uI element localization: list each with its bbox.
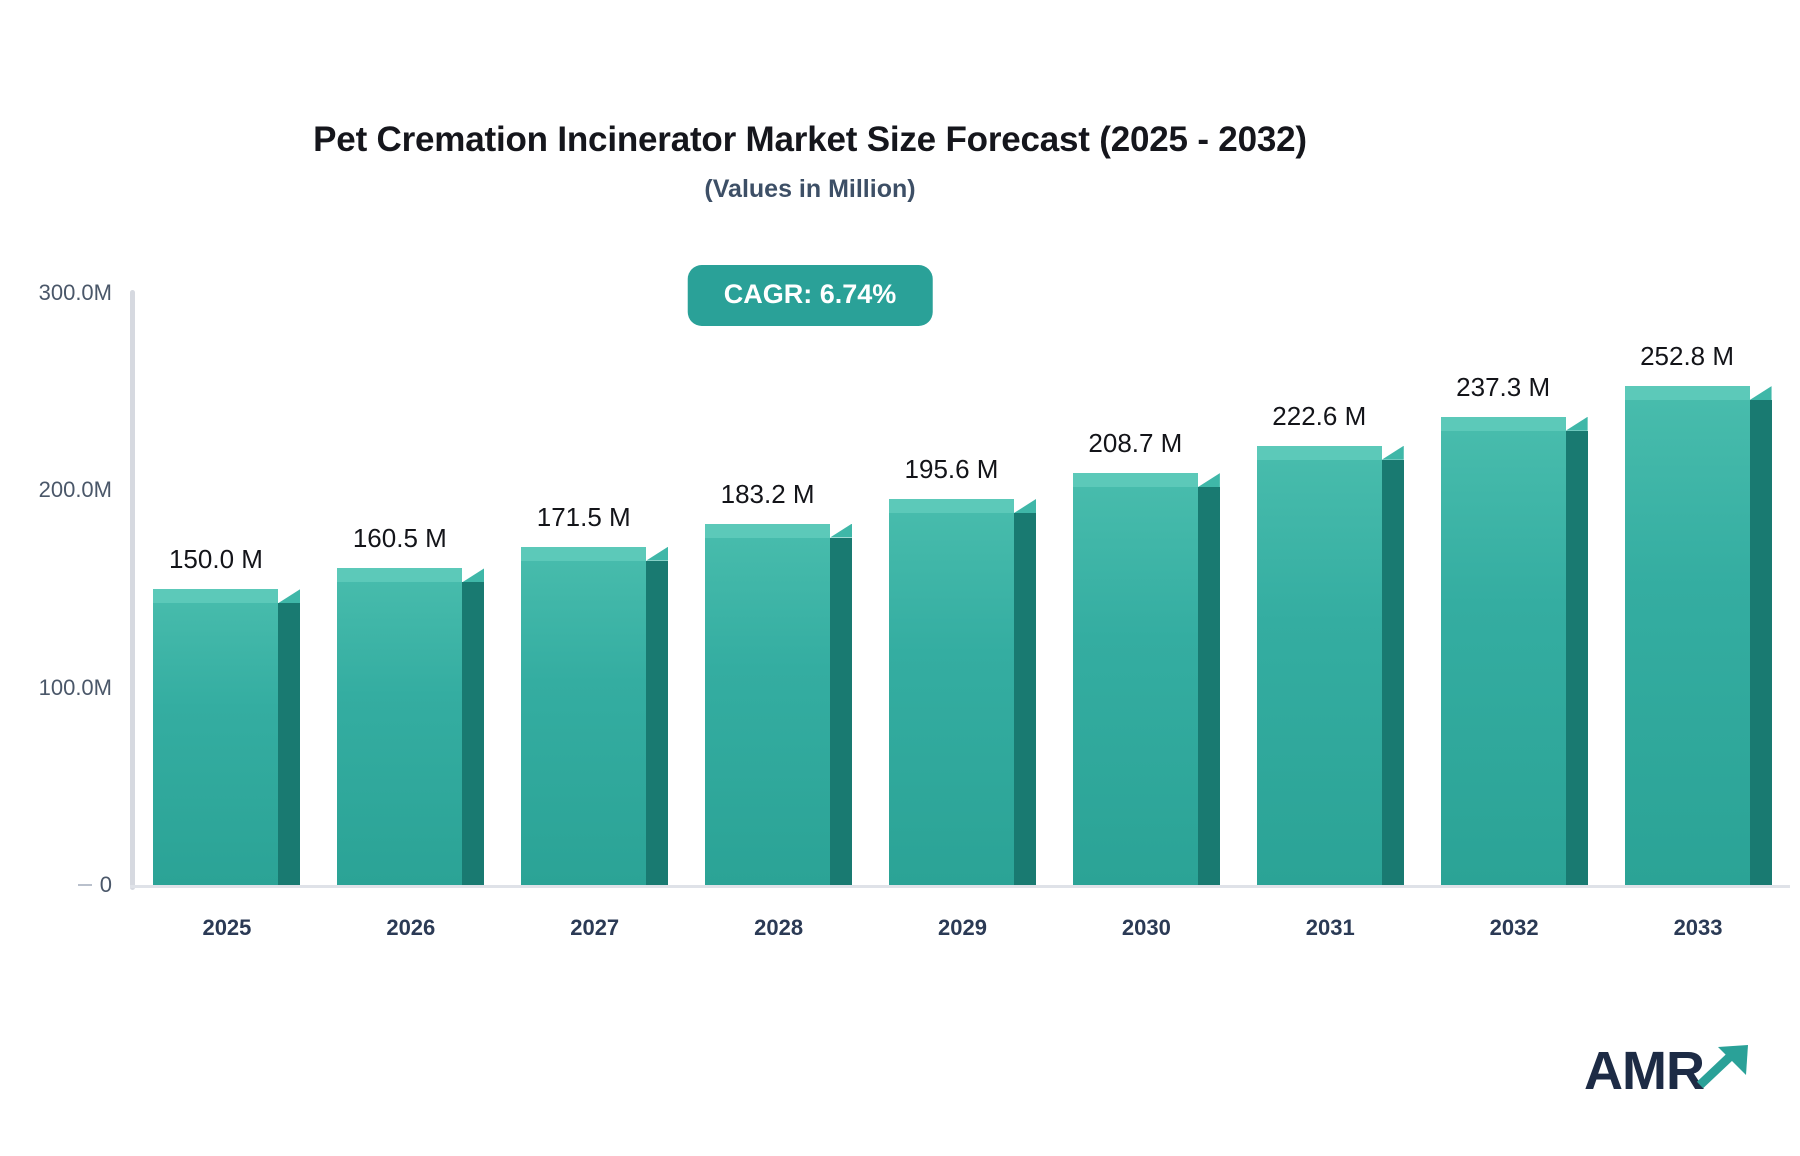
bar-value-label: 171.5 M <box>536 501 631 532</box>
bar-top-face <box>337 568 463 583</box>
bar-2026[interactable]: 160.5 M <box>337 523 485 885</box>
bar-side-face <box>1749 400 1772 885</box>
y-axis-tick-label: 100.0M <box>38 674 112 700</box>
bar-side-face <box>1014 513 1036 885</box>
bar-top-face <box>705 523 831 538</box>
bar-front-face <box>705 523 831 885</box>
bar-2029[interactable]: 195.6 M <box>889 454 1036 885</box>
bar-side-face <box>462 582 485 885</box>
x-axis-label-2027: 2027 <box>570 915 620 940</box>
bar-front-face <box>153 589 279 885</box>
x-axis-label-2033: 2033 <box>1673 915 1723 940</box>
bar-top-face <box>1256 445 1382 460</box>
bar-front-face <box>1256 445 1382 885</box>
bar-top-bevel <box>278 589 301 603</box>
bar-top-bevel <box>462 568 485 583</box>
bar-top-face <box>153 589 279 603</box>
bar-front-face <box>1072 473 1198 885</box>
bar-top-face <box>1624 386 1750 401</box>
bar-value-label: 150.0 M <box>168 544 263 574</box>
bar-top-bevel <box>1565 416 1588 431</box>
bar-2027[interactable]: 171.5 M <box>521 502 669 885</box>
bar-front-face <box>337 568 463 885</box>
trend-up-arrow-icon <box>1696 1043 1752 1094</box>
bar-top-bevel <box>1381 445 1404 460</box>
x-axis-label-2025: 2025 <box>202 915 252 940</box>
chart-subtitle: (Values in Million) <box>704 175 916 203</box>
y-axis-line <box>130 290 135 890</box>
x-axis-label-2030: 2030 <box>1121 915 1171 940</box>
bar-top-bevel <box>1197 473 1220 488</box>
bar-value-label: 208.7 M <box>1088 428 1183 459</box>
bar-side-face <box>1381 459 1404 885</box>
bar-2031[interactable]: 222.6 M <box>1256 401 1404 885</box>
x-axis-label-2029: 2029 <box>938 915 987 940</box>
amr-logo: AMR <box>1584 1043 1752 1098</box>
bar-2032[interactable]: 237.3 M <box>1440 372 1588 885</box>
bar-side-face <box>1565 430 1588 885</box>
x-axis-label-2026: 2026 <box>386 915 436 940</box>
y-axis-tick-label: 200.0M <box>38 477 112 503</box>
bar-top-bevel <box>1014 499 1036 514</box>
bar-top-face <box>521 546 647 561</box>
bar-value-label: 183.2 M <box>720 478 815 509</box>
bar-value-label: 195.6 M <box>904 454 999 485</box>
bar-side-face <box>1197 487 1220 885</box>
bar-front-face <box>1440 416 1566 885</box>
bar-value-label: 222.6 M <box>1272 400 1367 431</box>
bar-value-label: 237.3 M <box>1456 371 1551 402</box>
bar-value-label: 160.5 M <box>352 523 447 554</box>
bar-2025[interactable]: 150.0 M <box>153 544 301 885</box>
bar-front-face <box>889 499 1014 885</box>
x-axis-label-2032: 2032 <box>1489 915 1539 940</box>
y-axis-tick-label: 300.0M <box>38 280 112 305</box>
bar-value-label: 252.8 M <box>1640 341 1735 372</box>
x-axis-label-2031: 2031 <box>1305 915 1355 940</box>
bar-2033[interactable]: 252.8 M <box>1624 341 1772 885</box>
page-title: Pet Cremation Incinerator Market Size Fo… <box>313 120 1307 159</box>
bar-top-bevel <box>1749 386 1772 401</box>
bar-2030[interactable]: 208.7 M <box>1072 428 1220 885</box>
bar-2028[interactable]: 183.2 M <box>705 479 853 885</box>
bar-top-face <box>1072 473 1198 488</box>
bar-front-face <box>521 546 647 885</box>
bar-front-face <box>1624 386 1750 885</box>
bar-top-face <box>1440 416 1566 431</box>
y-axis-tick-label: 0 <box>99 872 112 897</box>
bar-side-face <box>646 560 669 885</box>
bar-top-bevel <box>830 523 853 538</box>
x-axis-label-2028: 2028 <box>754 915 804 940</box>
bar-top-bevel <box>646 546 669 561</box>
bar-side-face <box>830 537 853 885</box>
x-axis-line <box>130 885 1790 888</box>
bar-top-face <box>889 499 1014 514</box>
bar-side-face <box>278 603 301 885</box>
amr-logo-text: AMR <box>1584 1041 1705 1101</box>
cagr-badge: CAGR: 6.74% <box>687 265 933 326</box>
y-axis-tick-mark <box>78 884 92 886</box>
